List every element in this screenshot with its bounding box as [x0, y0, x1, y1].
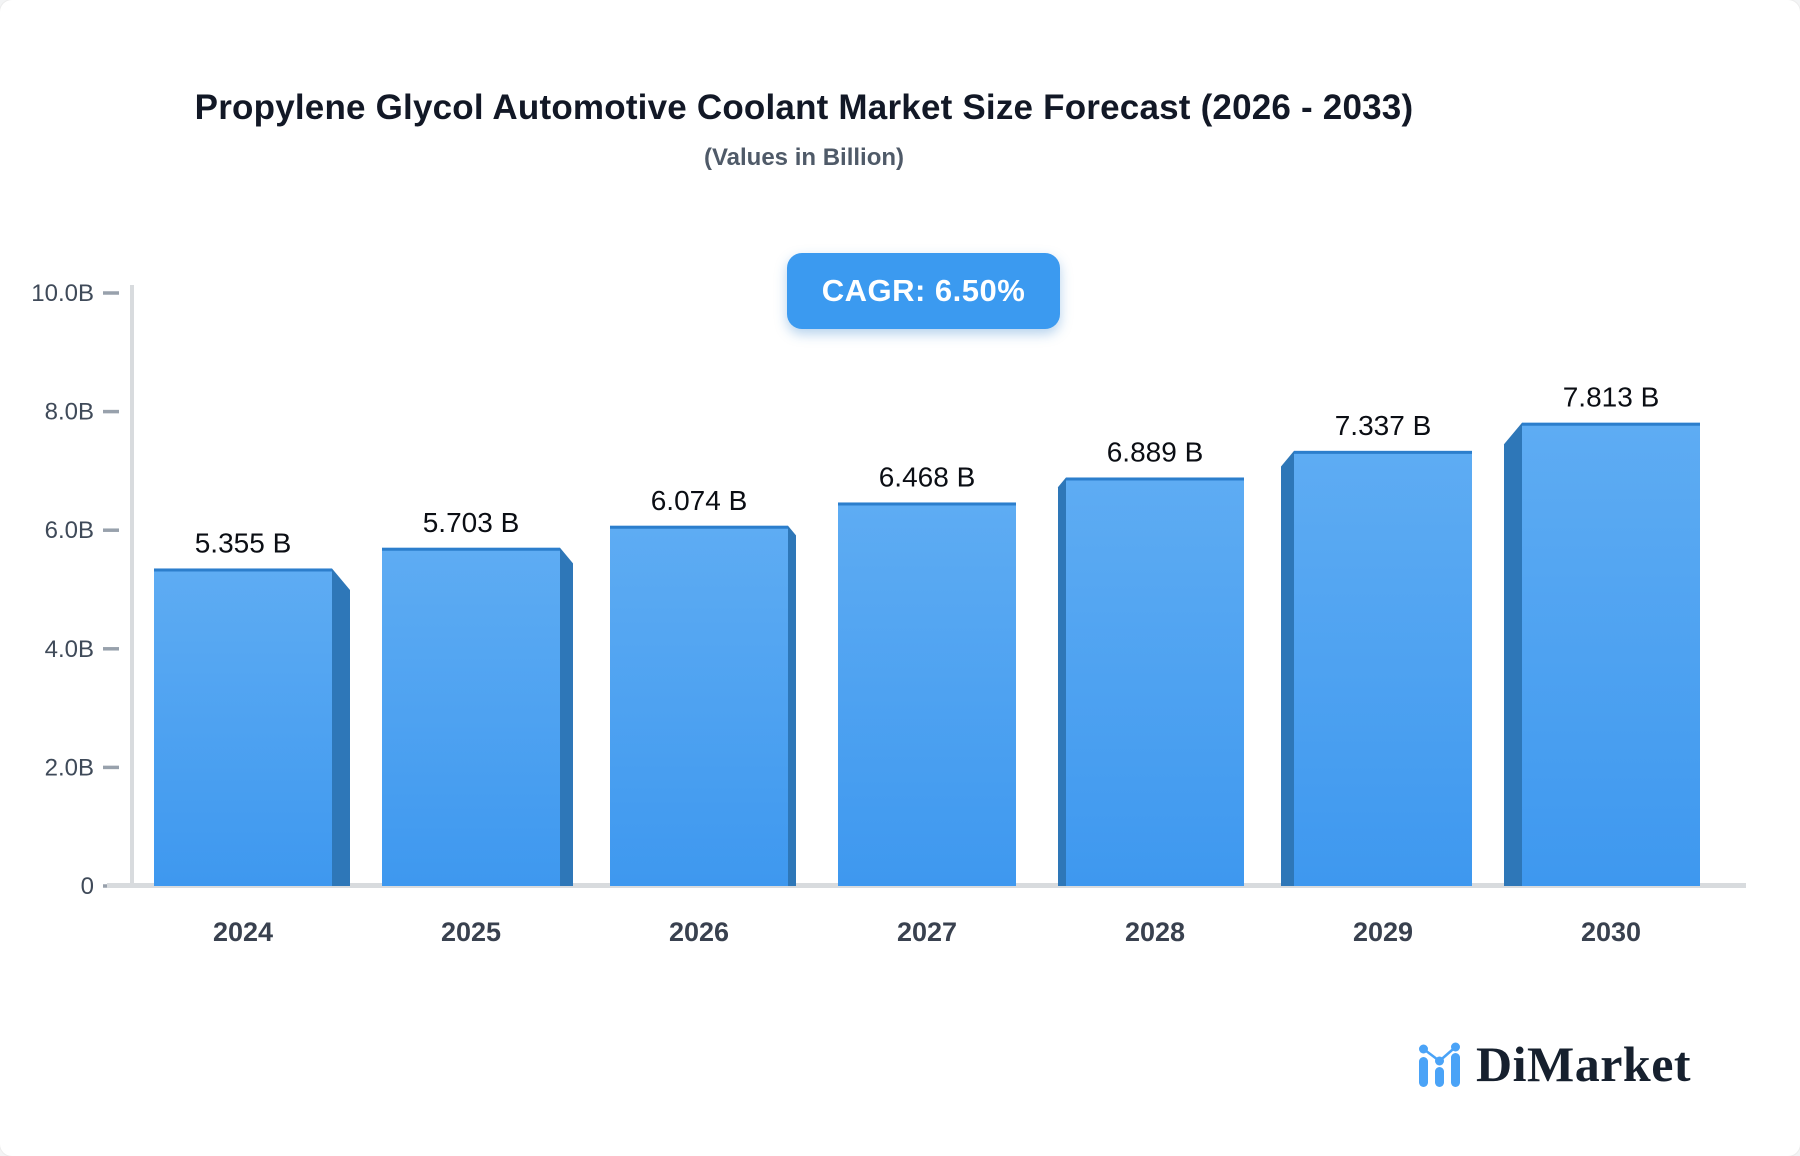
- logo-dot: [1435, 1056, 1444, 1066]
- chart-header: Propylene Glycol Automotive Coolant Mark…: [0, 88, 1608, 172]
- brand-name: DiMarket: [1476, 1036, 1692, 1092]
- x-tick-label: 2024: [213, 917, 273, 947]
- y-tick-label: 0: [81, 873, 94, 900]
- chart-subtitle: (Values in Billion): [703, 144, 905, 171]
- bar-side-3d: [1504, 422, 1522, 886]
- logo-bar: [1451, 1053, 1460, 1087]
- page-title: Propylene Glycol Automotive Coolant Mark…: [194, 88, 1414, 127]
- brand-logo[interactable]: DiMarket: [1418, 1036, 1692, 1092]
- bar-side-3d: [332, 568, 350, 886]
- y-tick-label: 6.0B: [45, 517, 94, 544]
- x-tick-label: 2025: [441, 917, 501, 947]
- x-tick-label: 2028: [1125, 917, 1185, 947]
- bar-value-label: 7.337 B: [1335, 410, 1432, 441]
- bar-2027[interactable]: [838, 502, 1016, 886]
- mini-bar-chart-icon: [1419, 1042, 1460, 1087]
- logo-bar: [1435, 1067, 1444, 1087]
- bar-2024[interactable]: [154, 568, 332, 886]
- bar-side-3d: [1281, 450, 1294, 886]
- bar-2025[interactable]: [382, 547, 560, 886]
- bar-value-label: 5.355 B: [195, 527, 292, 558]
- y-tick-label: 4.0B: [45, 636, 94, 663]
- bar-side-3d: [1058, 477, 1066, 886]
- cagr-badge: CAGR: 6.50%: [787, 253, 1060, 329]
- bar-value-label: 6.468 B: [879, 461, 976, 492]
- bar-side-3d: [560, 547, 573, 886]
- logo-dot: [1451, 1042, 1460, 1052]
- y-tick-label: 10.0B: [31, 280, 94, 307]
- y-tick-label: 2.0B: [45, 754, 94, 781]
- logo-bar: [1419, 1057, 1428, 1087]
- logo-dot: [1419, 1044, 1428, 1054]
- bar-2028[interactable]: [1066, 477, 1244, 886]
- bar-value-label: 7.813 B: [1563, 382, 1660, 413]
- x-tick-label: 2027: [897, 917, 957, 947]
- bar-value-label: 6.889 B: [1107, 436, 1204, 467]
- bar-value-label: 5.703 B: [423, 507, 520, 538]
- y-tick-label: 8.0B: [45, 399, 94, 426]
- x-tick-label: 2030: [1581, 917, 1641, 947]
- x-tick-label: 2029: [1353, 917, 1413, 947]
- bar-2030[interactable]: [1522, 422, 1700, 886]
- bar-2029[interactable]: [1294, 450, 1472, 886]
- x-tick-label: 2026: [669, 917, 729, 947]
- bar-2026[interactable]: [610, 525, 788, 886]
- bar-side-3d: [788, 525, 796, 886]
- bar-value-label: 6.074 B: [651, 485, 748, 516]
